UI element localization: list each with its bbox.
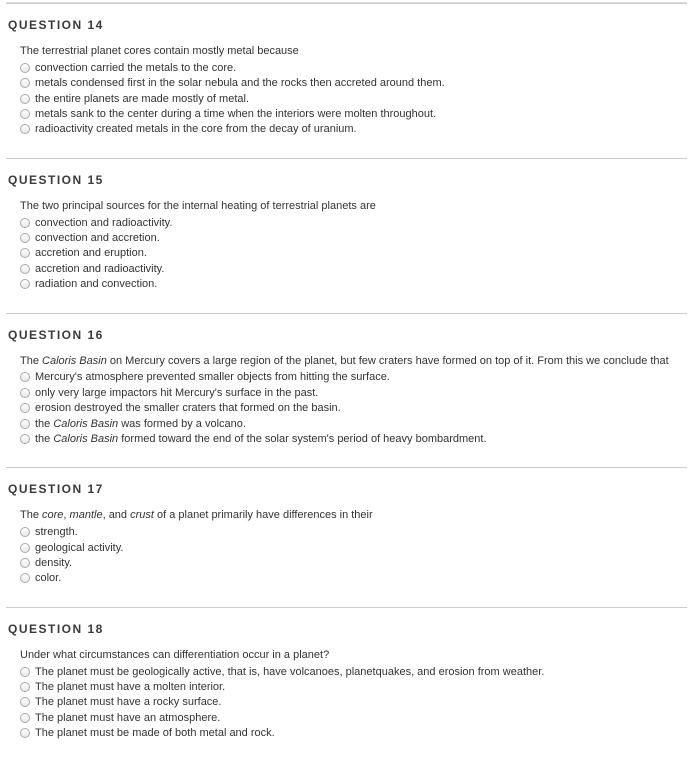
- question-number: QUESTION 18: [6, 622, 687, 636]
- option-text: accretion and radioactivity.: [35, 262, 164, 277]
- option-text: metals sank to the center during a time …: [35, 107, 436, 122]
- question-stem: The core, mantle, and crust of a planet …: [6, 508, 687, 523]
- question-block: QUESTION 14 The terrestrial planet cores …: [6, 3, 687, 158]
- radio-icon[interactable]: [20, 527, 30, 537]
- option-row[interactable]: The planet must have a rocky surface.: [6, 695, 687, 710]
- option-text: the entire planets are made mostly of me…: [35, 92, 249, 107]
- option-text: Mercury's atmosphere prevented smaller o…: [35, 370, 390, 385]
- option-text: geological activity.: [35, 541, 123, 556]
- option-row[interactable]: The planet must be geologically active, …: [6, 665, 687, 680]
- option-row[interactable]: Mercury's atmosphere prevented smaller o…: [6, 370, 687, 385]
- option-text: The planet must have an atmosphere.: [35, 711, 220, 726]
- option-row[interactable]: the Caloris Basin formed toward the end …: [6, 432, 687, 447]
- option-text: the Caloris Basin was formed by a volcan…: [35, 417, 246, 432]
- radio-icon[interactable]: [20, 667, 30, 677]
- option-text: color.: [35, 571, 61, 586]
- option-text: accretion and eruption.: [35, 246, 147, 261]
- radio-icon[interactable]: [20, 573, 30, 583]
- option-row[interactable]: accretion and eruption.: [6, 246, 687, 261]
- option-row[interactable]: The planet must have an atmosphere.: [6, 711, 687, 726]
- radio-icon[interactable]: [20, 419, 30, 429]
- option-row[interactable]: The planet must be made of both metal an…: [6, 726, 687, 741]
- option-row[interactable]: erosion destroyed the smaller craters th…: [6, 401, 687, 416]
- option-row[interactable]: density.: [6, 556, 687, 571]
- radio-icon[interactable]: [20, 403, 30, 413]
- option-row[interactable]: convection and accretion.: [6, 231, 687, 246]
- radio-icon[interactable]: [20, 697, 30, 707]
- radio-icon[interactable]: [20, 434, 30, 444]
- radio-icon[interactable]: [20, 109, 30, 119]
- radio-icon[interactable]: [20, 264, 30, 274]
- question-number: QUESTION 15: [6, 173, 687, 187]
- option-text: The planet must be made of both metal an…: [35, 726, 275, 741]
- option-text: radiation and convection.: [35, 277, 157, 292]
- question-block: QUESTION 18 Under what circumstances can …: [6, 607, 687, 762]
- option-row[interactable]: metals condensed first in the solar nebu…: [6, 76, 687, 91]
- option-text: convection carried the metals to the cor…: [35, 61, 236, 76]
- question-stem: Under what circumstances can differentia…: [6, 648, 687, 663]
- radio-icon[interactable]: [20, 218, 30, 228]
- radio-icon[interactable]: [20, 558, 30, 568]
- option-row[interactable]: strength.: [6, 525, 687, 540]
- radio-icon[interactable]: [20, 94, 30, 104]
- option-text: density.: [35, 556, 72, 571]
- quiz-content: QUESTION 14 The terrestrial planet cores …: [0, 0, 693, 762]
- radio-icon[interactable]: [20, 233, 30, 243]
- option-row[interactable]: geological activity.: [6, 541, 687, 556]
- radio-icon[interactable]: [20, 728, 30, 738]
- question-block: QUESTION 16 The Caloris Basin on Mercury …: [6, 313, 687, 468]
- option-row[interactable]: the Caloris Basin was formed by a volcan…: [6, 417, 687, 432]
- option-text: strength.: [35, 525, 78, 540]
- radio-icon[interactable]: [20, 543, 30, 553]
- radio-icon[interactable]: [20, 388, 30, 398]
- option-row[interactable]: The planet must have a molten interior.: [6, 680, 687, 695]
- option-row[interactable]: metals sank to the center during a time …: [6, 107, 687, 122]
- radio-icon[interactable]: [20, 279, 30, 289]
- option-row[interactable]: only very large impactors hit Mercury's …: [6, 386, 687, 401]
- question-stem: The two principal sources for the intern…: [6, 199, 687, 214]
- radio-icon[interactable]: [20, 713, 30, 723]
- question-block: QUESTION 17 The core, mantle, and crust o…: [6, 467, 687, 606]
- question-number: QUESTION 17: [6, 482, 687, 496]
- option-text: only very large impactors hit Mercury's …: [35, 386, 318, 401]
- question-stem: The Caloris Basin on Mercury covers a la…: [6, 354, 687, 369]
- questions-container: QUESTION 14 The terrestrial planet cores …: [0, 3, 693, 762]
- option-row[interactable]: accretion and radioactivity.: [6, 262, 687, 277]
- question-stem: The terrestrial planet cores contain mos…: [6, 44, 687, 59]
- question-block: QUESTION 15 The two principal sources for…: [6, 158, 687, 313]
- radio-icon[interactable]: [20, 78, 30, 88]
- option-row[interactable]: radioactivity created metals in the core…: [6, 122, 687, 137]
- radio-icon[interactable]: [20, 63, 30, 73]
- option-text: convection and accretion.: [35, 231, 160, 246]
- option-text: the Caloris Basin formed toward the end …: [35, 432, 487, 447]
- option-row[interactable]: the entire planets are made mostly of me…: [6, 92, 687, 107]
- radio-icon[interactable]: [20, 372, 30, 382]
- option-text: erosion destroyed the smaller craters th…: [35, 401, 341, 416]
- option-text: The planet must be geologically active, …: [35, 665, 544, 680]
- radio-icon[interactable]: [20, 248, 30, 258]
- option-row[interactable]: convection carried the metals to the cor…: [6, 61, 687, 76]
- option-text: radioactivity created metals in the core…: [35, 122, 357, 137]
- option-row[interactable]: convection and radioactivity.: [6, 216, 687, 231]
- option-text: convection and radioactivity.: [35, 216, 172, 231]
- question-number: QUESTION 14: [6, 18, 687, 32]
- option-row[interactable]: radiation and convection.: [6, 277, 687, 292]
- option-text: The planet must have a molten interior.: [35, 680, 225, 695]
- option-text: metals condensed first in the solar nebu…: [35, 76, 445, 91]
- radio-icon[interactable]: [20, 124, 30, 134]
- radio-icon[interactable]: [20, 682, 30, 692]
- option-text: The planet must have a rocky surface.: [35, 695, 221, 710]
- option-row[interactable]: color.: [6, 571, 687, 586]
- question-number: QUESTION 16: [6, 328, 687, 342]
